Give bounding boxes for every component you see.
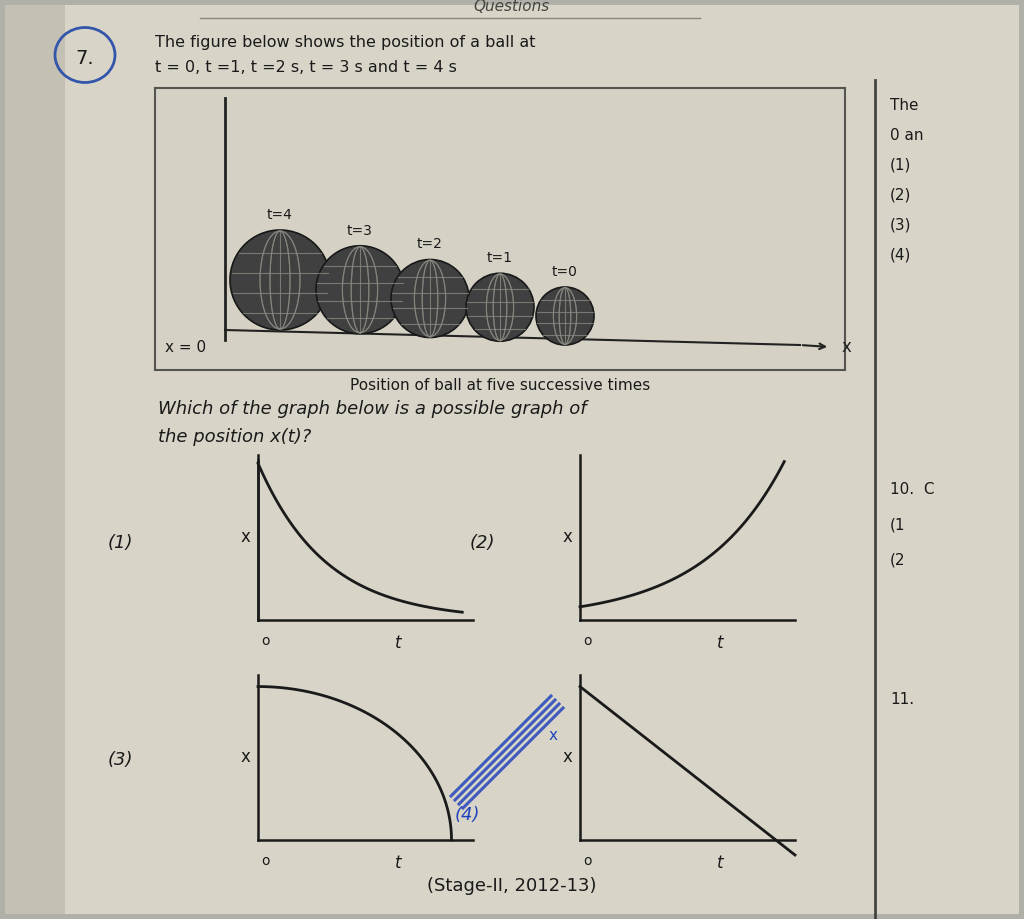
Text: x: x [549,728,557,743]
Text: (3): (3) [890,218,911,233]
Text: t: t [717,634,723,652]
Text: x: x [562,748,572,766]
Circle shape [391,259,469,337]
Text: Questions: Questions [474,0,550,14]
Text: (1: (1 [890,517,905,532]
Text: (4): (4) [455,806,480,824]
Text: the position x(t)?: the position x(t)? [158,428,311,446]
Text: (1): (1) [108,534,133,552]
Text: Position of ball at five successive times: Position of ball at five successive time… [350,378,650,393]
Circle shape [536,287,594,345]
Text: o: o [261,854,269,868]
Text: 7.: 7. [76,49,94,67]
Text: t=1: t=1 [487,251,513,266]
Text: (2: (2 [890,552,905,568]
Text: t=0: t=0 [552,265,578,279]
FancyBboxPatch shape [156,89,844,369]
Text: x: x [562,528,572,547]
Text: (2): (2) [890,187,911,202]
Text: x: x [240,528,250,547]
Text: Which of the graph below is a possible graph of: Which of the graph below is a possible g… [158,400,587,418]
Text: The: The [890,97,919,112]
Text: x: x [842,338,852,356]
Circle shape [316,245,404,334]
Text: t: t [394,854,401,872]
Text: x = 0: x = 0 [165,341,206,356]
Text: t=4: t=4 [267,208,293,222]
Text: t=2: t=2 [417,237,443,252]
Text: (1): (1) [890,157,911,173]
Text: x: x [240,748,250,766]
FancyBboxPatch shape [5,5,1019,914]
FancyBboxPatch shape [5,5,65,914]
Text: (4): (4) [890,247,911,263]
Text: 11.: 11. [890,693,914,708]
Text: 0 an: 0 an [890,128,924,142]
Text: (Stage-II, 2012-13): (Stage-II, 2012-13) [427,877,597,895]
Text: o: o [583,634,592,648]
Text: t: t [394,634,401,652]
Text: t=3: t=3 [347,223,373,238]
Text: (3): (3) [108,751,133,769]
Text: t = 0, t =1, t =2 s, t = 3 s and t = 4 s: t = 0, t =1, t =2 s, t = 3 s and t = 4 s [155,61,457,75]
Text: o: o [261,634,269,648]
Text: o: o [583,854,592,868]
Text: t: t [717,854,723,872]
Text: 10.  C: 10. C [890,482,935,497]
Text: The figure below shows the position of a ball at: The figure below shows the position of a… [155,35,536,50]
Text: (2): (2) [470,534,496,552]
Circle shape [466,273,534,341]
Circle shape [230,230,330,330]
